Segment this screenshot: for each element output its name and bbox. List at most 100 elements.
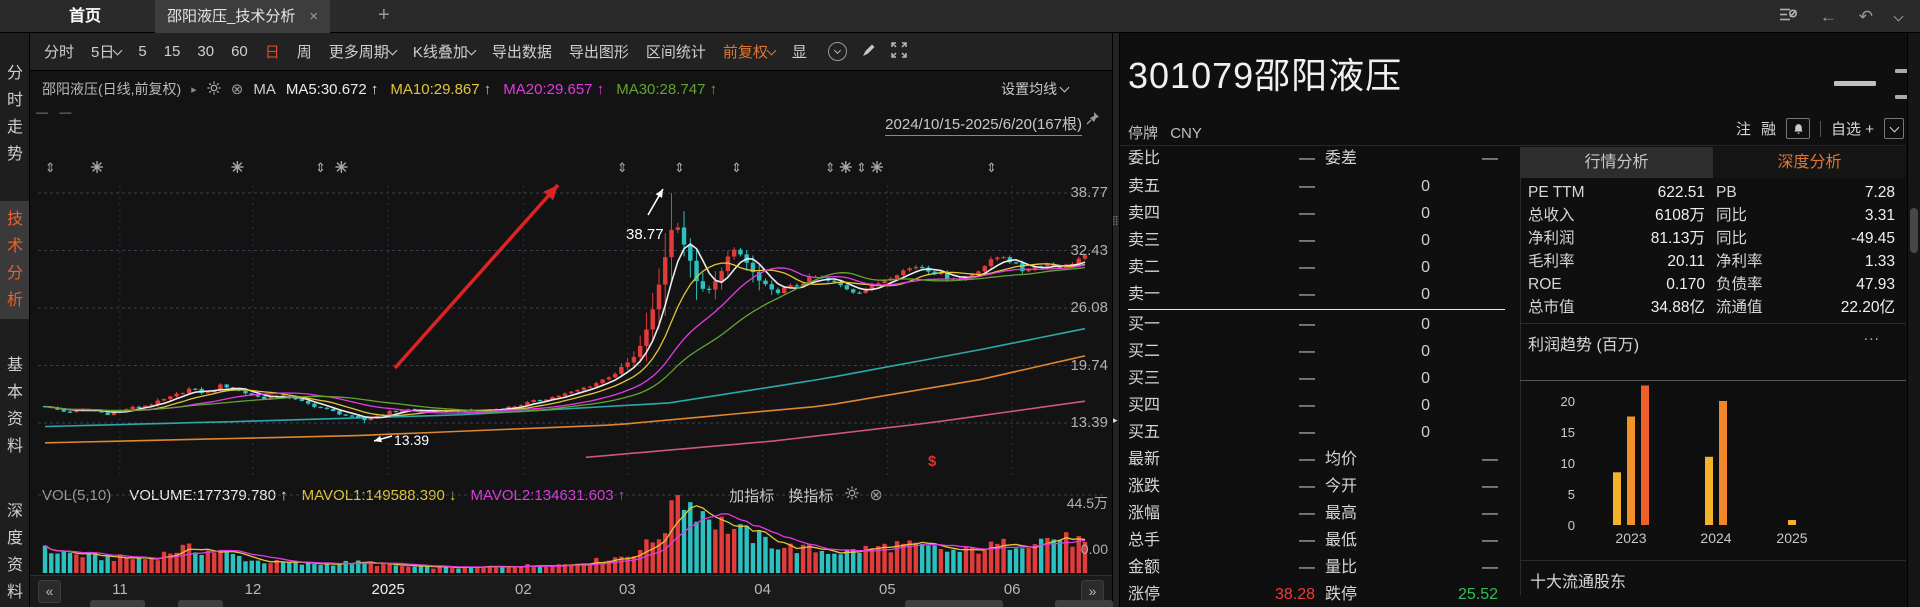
- ask-row[interactable]: 卖四 — 0: [1120, 200, 1520, 227]
- financial-rows: PE TTM 622.51 PB 7.28 总收入 6108万 同比 3.31 净利润 81.13…: [1520, 181, 1906, 319]
- clipped-ui-block: [90, 600, 145, 607]
- toolbar-item-12[interactable]: 导出图形: [568, 44, 629, 61]
- toolbar-item-2[interactable]: 5日: [91, 41, 123, 62]
- tab-quote-analysis[interactable]: 行情分析: [1520, 147, 1713, 178]
- svg-text:20: 20: [1561, 394, 1575, 409]
- info-row[interactable]: 涨幅 — 最高 —: [1120, 500, 1520, 527]
- volume-chart[interactable]: [30, 483, 1112, 575]
- chevron-down-icon[interactable]: [1893, 11, 1904, 22]
- row-value-2: 25.52: [1457, 586, 1498, 603]
- toolbar-item-1[interactable]: 分时: [44, 44, 75, 61]
- order-head-row[interactable]: 委比 — 委差 —: [1120, 145, 1520, 173]
- ask-row[interactable]: 卖二 — 0: [1120, 254, 1520, 281]
- ask-row[interactable]: 卖三 — 0: [1120, 227, 1520, 254]
- toolbar-item-4[interactable]: 15: [163, 43, 181, 60]
- add-indicator-button[interactable]: 加指标: [729, 487, 775, 505]
- time-tick-label[interactable]: 04: [754, 581, 771, 598]
- metric-label-2: 负债率: [1716, 276, 1763, 293]
- expand-icon[interactable]: [891, 41, 907, 62]
- ma-settings-button[interactable]: 设置均线: [1001, 71, 1070, 107]
- close-indicator-icon[interactable]: ⊗: [869, 487, 883, 504]
- sidebar-item-4[interactable]: 深 度 资 料: [6, 503, 23, 601]
- drag-grip-icon[interactable]: ⣿: [1112, 215, 1119, 225]
- toolbar-item-10[interactable]: K线叠加: [413, 41, 477, 62]
- tab-home[interactable]: 首页: [69, 8, 102, 25]
- info-row[interactable]: 涨跌 — 今开 —: [1120, 473, 1520, 500]
- time-tick-label[interactable]: 2025: [371, 581, 405, 598]
- tab-depth-analysis[interactable]: 深度分析: [1713, 147, 1906, 178]
- tab-close-icon[interactable]: ×: [309, 8, 319, 25]
- tab-label: 邵阳液压_技术分析: [167, 8, 296, 25]
- sidebar-item-3[interactable]: 基 本 资 料: [6, 357, 23, 455]
- time-tick-label[interactable]: 02: [515, 581, 532, 598]
- collapse-arrow-icon[interactable]: ▸: [1113, 415, 1118, 425]
- sidebar-item-2[interactable]: 技 术 分 析: [0, 201, 29, 319]
- bid-row[interactable]: 买二 — 0: [1120, 338, 1520, 365]
- bid-row[interactable]: 买一 — 0: [1120, 311, 1520, 338]
- back-arrow-icon[interactable]: ←: [1819, 6, 1837, 26]
- undo-icon[interactable]: ↶: [1858, 6, 1873, 26]
- toolbar-item-5[interactable]: 30: [197, 43, 215, 60]
- time-tick-label[interactable]: 12: [244, 581, 262, 598]
- alert-bell-icon[interactable]: [1786, 118, 1811, 139]
- financial-row: 净利润 81.13万 同比 -49.45: [1520, 227, 1906, 250]
- time-tick-label[interactable]: 05: [879, 581, 896, 598]
- ask-row[interactable]: 卖一 — 0: [1120, 281, 1520, 308]
- bid-row[interactable]: 买三 — 0: [1120, 365, 1520, 392]
- price-placeholder-dash: [1834, 81, 1876, 86]
- time-tick-label[interactable]: 11: [112, 581, 128, 598]
- time-tick-label[interactable]: 03: [619, 581, 636, 598]
- ask-row[interactable]: 卖五 — 0: [1120, 173, 1520, 200]
- toolbar-item-15[interactable]: 显: [791, 44, 807, 61]
- close-indicator-icon[interactable]: ⊗: [230, 81, 244, 98]
- switch-indicator-button[interactable]: 换指标: [788, 487, 834, 505]
- chevron-down-icon: [112, 45, 123, 56]
- financial-row: 总市值 34.88亿 流通值 22.20亿: [1520, 296, 1906, 319]
- row-value-2: —: [1482, 559, 1498, 576]
- pin-icon[interactable]: [1086, 111, 1100, 130]
- scrollbar-thumb[interactable]: [1910, 208, 1918, 253]
- tab-technical-analysis[interactable]: 邵阳液压_技术分析 ×: [155, 0, 331, 33]
- more-menu-button[interactable]: ...: [1863, 327, 1880, 344]
- toolbar-item-13[interactable]: 区间统计: [645, 44, 706, 61]
- circle-chevron-icon[interactable]: [827, 42, 847, 61]
- volume-tick-label: 0.00: [1080, 541, 1108, 557]
- toolbar-item-8[interactable]: 周: [296, 44, 312, 61]
- gear-icon[interactable]: [845, 486, 859, 504]
- limit-row[interactable]: 涨停 38.28 跌停 25.52: [1120, 581, 1520, 607]
- row-value-2: 0: [1421, 178, 1430, 195]
- info-row[interactable]: 总手 — 最低 —: [1120, 527, 1520, 554]
- add-tab-button[interactable]: +: [378, 4, 390, 26]
- toolbar-item-11[interactable]: 导出数据: [491, 44, 552, 61]
- row-value-2: —: [1482, 532, 1498, 549]
- candlestick-chart[interactable]: ⇕ ⇕ ⇕ ⇕ ⇕ ⇕ ⇕ ⇕ 38.77 13.39: [30, 107, 1112, 480]
- toolbar-item-3[interactable]: 5: [138, 43, 147, 60]
- collapsed-panel-dashes[interactable]: — —: [36, 105, 76, 119]
- bid-row[interactable]: 买四 — 0: [1120, 392, 1520, 419]
- info-row[interactable]: 最新 — 均价 —: [1120, 446, 1520, 473]
- scroll-left-button[interactable]: «: [38, 580, 61, 603]
- metric-label: 总收入: [1528, 207, 1575, 224]
- date-range-label[interactable]: 2024/10/15-2025/6/20(167根): [885, 113, 1082, 136]
- edit-list-icon[interactable]: [1779, 7, 1798, 27]
- margin-badge[interactable]: 融: [1761, 121, 1777, 138]
- gear-icon[interactable]: [207, 80, 221, 98]
- row-label-2: 量比: [1325, 559, 1358, 576]
- sidebar-item-1[interactable]: 分 时 走 势: [6, 65, 23, 163]
- brush-icon[interactable]: [861, 42, 877, 62]
- toolbar-item-14[interactable]: 前复权: [723, 41, 777, 62]
- watchlist-dropdown[interactable]: [1884, 118, 1904, 139]
- toolbar-item-9[interactable]: 更多周期: [329, 41, 398, 62]
- scrollbar[interactable]: [1907, 33, 1920, 607]
- caret-icon[interactable]: ▸: [191, 83, 197, 96]
- watchlist-add-button[interactable]: 自选 +: [1831, 121, 1874, 138]
- money-marker-icon[interactable]: $: [928, 453, 937, 470]
- time-tick-label[interactable]: 06: [1003, 581, 1021, 598]
- toolbar-item-7[interactable]: 日: [264, 44, 280, 61]
- toolbar-item-6[interactable]: 60: [231, 43, 248, 60]
- panel-divider[interactable]: ⣿ ▸: [1112, 33, 1120, 607]
- info-row[interactable]: 金额 — 量比 —: [1120, 554, 1520, 581]
- bid-row[interactable]: 买五 — 0: [1120, 419, 1520, 446]
- note-badge[interactable]: 注: [1736, 121, 1752, 138]
- svg-text:2025: 2025: [1776, 530, 1807, 546]
